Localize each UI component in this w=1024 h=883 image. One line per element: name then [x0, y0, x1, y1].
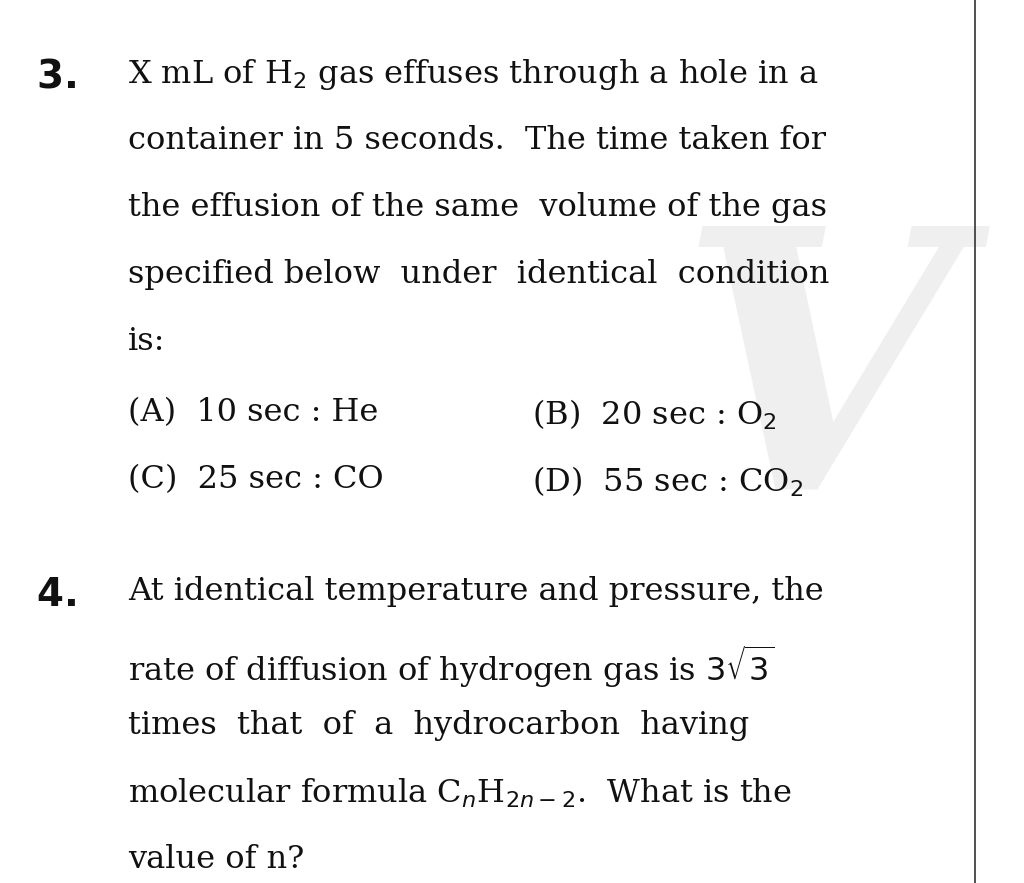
Text: molecular formula C$_n$H$_{2n-2}$.  What is the: molecular formula C$_n$H$_{2n-2}$. What …: [128, 777, 792, 811]
Text: (D)  55 sec : CO$_2$: (D) 55 sec : CO$_2$: [532, 464, 804, 499]
Text: $\mathbf{3.}$: $\mathbf{3.}$: [36, 57, 76, 95]
Text: V: V: [679, 214, 959, 563]
Text: specified below  under  identical  condition: specified below under identical conditio…: [128, 259, 829, 290]
Text: the effusion of the same  volume of the gas: the effusion of the same volume of the g…: [128, 192, 827, 223]
Text: value of n?: value of n?: [128, 844, 304, 875]
Text: (C)  25 sec : CO: (C) 25 sec : CO: [128, 464, 384, 495]
Text: At identical temperature and pressure, the: At identical temperature and pressure, t…: [128, 576, 823, 607]
Text: (B)  20 sec : O$_2$: (B) 20 sec : O$_2$: [532, 397, 777, 432]
Text: is:: is:: [128, 326, 165, 357]
Text: $\mathbf{4.}$: $\mathbf{4.}$: [36, 576, 76, 614]
Text: container in 5 seconds.  The time taken for: container in 5 seconds. The time taken f…: [128, 125, 826, 155]
Text: times  that  of  a  hydrocarbon  having: times that of a hydrocarbon having: [128, 710, 750, 741]
Text: (A)  10 sec : He: (A) 10 sec : He: [128, 397, 379, 428]
Text: X mL of H$_2$ gas effuses through a hole in a: X mL of H$_2$ gas effuses through a hole…: [128, 57, 818, 93]
Text: rate of diffusion of hydrogen gas is $3\sqrt{3}$: rate of diffusion of hydrogen gas is $3\…: [128, 643, 775, 690]
